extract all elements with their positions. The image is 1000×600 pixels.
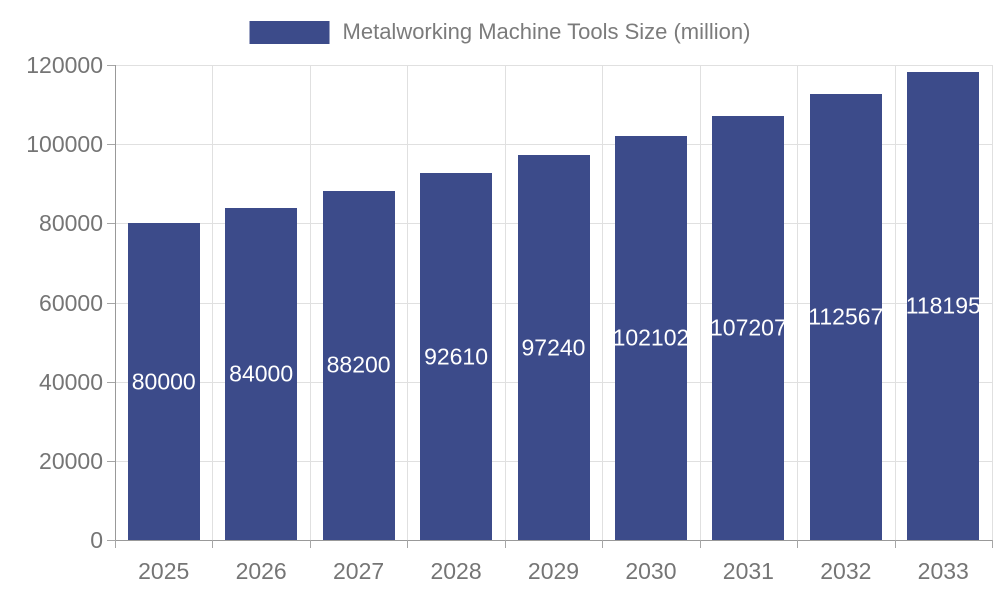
plot-area: 80000 84000 88200 92610 97240 102102 107207 112… — [115, 65, 993, 540]
bar-2025: 80000 — [127, 223, 200, 540]
x-axis-line — [115, 540, 992, 541]
h-gridline — [115, 65, 992, 66]
y-axis-line — [115, 65, 116, 548]
bar-2029: 97240 — [517, 155, 590, 540]
h-gridline — [115, 144, 992, 146]
bar-value-label: 102102 — [612, 324, 690, 351]
bar-value-label: 88200 — [326, 351, 391, 378]
x-axis-tick — [407, 540, 409, 548]
bar-2028: 92610 — [420, 173, 493, 540]
bar-2032: 112567 — [808, 94, 884, 540]
y-axis-tick-label: 100000 — [26, 131, 103, 158]
v-gridline — [504, 65, 506, 540]
x-axis-category-label: 2029 — [527, 558, 580, 584]
v-gridline — [309, 65, 311, 540]
v-gridline — [602, 65, 604, 540]
x-axis-tick — [504, 540, 506, 548]
bar-2031: 107207 — [710, 115, 787, 540]
y-axis-tick-label: 80000 — [39, 210, 103, 237]
bar-2033: 118195 — [905, 72, 981, 540]
y-axis-tick — [107, 65, 115, 66]
x-axis-category-label: 2028 — [430, 558, 482, 584]
bar-2030: 102102 — [612, 135, 690, 540]
bar-value-label: 80000 — [131, 368, 196, 395]
x-axis-tick — [699, 540, 701, 548]
x-axis-tick — [894, 540, 896, 548]
y-axis-tick — [107, 540, 115, 541]
x-axis-category-label: 2033 — [917, 558, 969, 584]
x-axis-tick — [309, 540, 311, 548]
y-axis-tick-label: 40000 — [39, 368, 103, 395]
y-axis-tick — [107, 460, 115, 462]
y-axis-tick-label: 20000 — [39, 447, 103, 474]
v-gridline — [797, 65, 799, 540]
legend-label: Metalworking Machine Tools Size (million… — [342, 19, 751, 44]
x-axis-tick — [797, 540, 799, 548]
x-axis-category-label: 2025 — [138, 558, 190, 584]
x-axis-category-label: 2032 — [820, 558, 872, 584]
bar-value-label: 107207 — [710, 314, 787, 341]
v-gridline — [894, 65, 896, 540]
bar-value-label: 118195 — [905, 292, 981, 319]
v-gridline — [407, 65, 409, 540]
bar-2027: 88200 — [322, 190, 395, 540]
legend-swatch-icon — [249, 20, 330, 44]
bar-value-label: 112567 — [808, 303, 884, 330]
x-axis-tick — [992, 540, 993, 548]
bar-value-label: 84000 — [229, 360, 294, 387]
x-axis-tick — [115, 540, 116, 548]
y-axis-tick-label: 120000 — [26, 52, 103, 78]
y-axis-tick-label: 0 — [90, 527, 103, 553]
bar-value-label: 97240 — [521, 334, 586, 361]
y-axis-tick-label: 60000 — [39, 289, 103, 316]
bar-2026: 84000 — [225, 207, 298, 540]
bar-value-label: 92610 — [424, 343, 489, 370]
v-gridline — [992, 65, 993, 540]
x-axis-category-label: 2031 — [722, 558, 774, 584]
x-axis-category-label: 2030 — [625, 558, 677, 584]
x-axis-category-label: 2026 — [235, 558, 287, 584]
v-gridline — [212, 65, 214, 540]
y-axis-tick — [107, 381, 115, 383]
x-axis-tick — [212, 540, 214, 548]
chart-legend: Metalworking Machine Tools Size (million… — [249, 19, 751, 44]
x-axis-category-label: 2027 — [333, 558, 385, 584]
y-axis-tick — [107, 144, 115, 146]
v-gridline — [699, 65, 701, 540]
x-axis-tick — [602, 540, 604, 548]
y-axis-tick — [107, 302, 115, 304]
y-axis-tick — [107, 223, 115, 225]
